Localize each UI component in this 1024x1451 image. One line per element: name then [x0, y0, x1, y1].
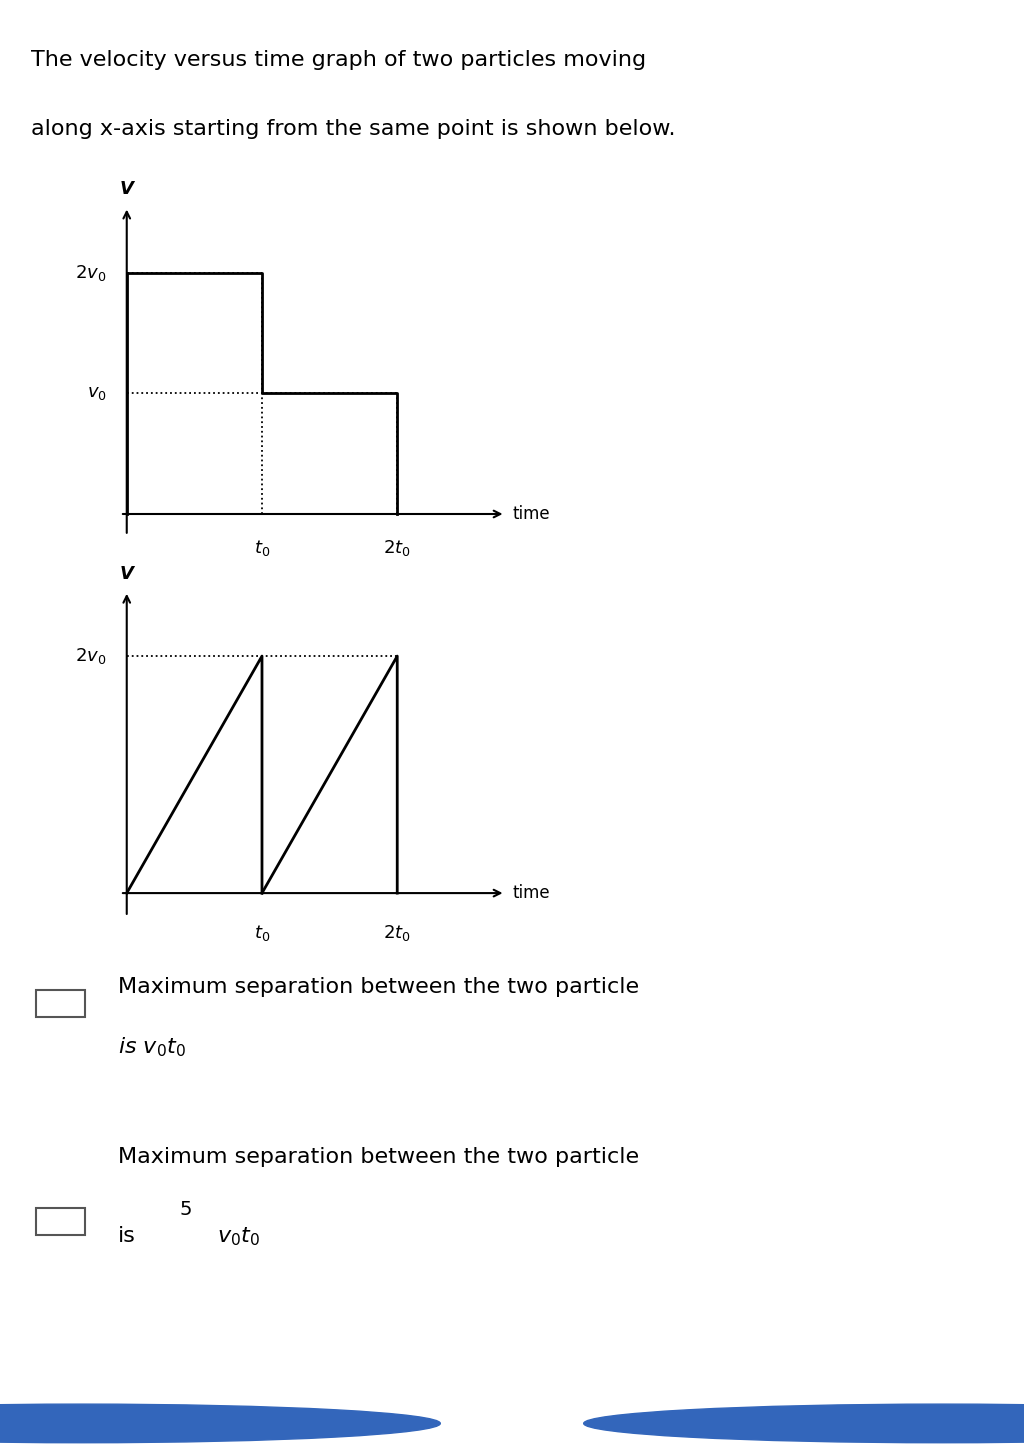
Text: $v_0 t_0$: $v_0 t_0$ [217, 1226, 260, 1248]
Text: $5$: $5$ [179, 1200, 191, 1219]
Text: is $v_0 t_0$: is $v_0 t_0$ [118, 1036, 185, 1059]
FancyBboxPatch shape [36, 990, 85, 1017]
Text: $2\it{t}_0$: $2\it{t}_0$ [383, 538, 411, 559]
Text: $2\it{t}_0$: $2\it{t}_0$ [383, 923, 411, 943]
Text: Maximum separation between the two particle: Maximum separation between the two parti… [118, 1146, 639, 1167]
Text: time: time [512, 505, 550, 522]
Text: $\it{t}_0$: $\it{t}_0$ [254, 538, 270, 559]
Text: V: V [120, 180, 134, 199]
Text: is: is [118, 1226, 135, 1246]
Circle shape [584, 1405, 1024, 1442]
Text: time: time [512, 884, 550, 903]
Text: The velocity versus time graph of two particles moving: The velocity versus time graph of two pa… [31, 51, 646, 71]
Text: $v_0$: $v_0$ [87, 385, 106, 402]
Text: $2v_0$: $2v_0$ [75, 646, 106, 666]
Text: $2v_0$: $2v_0$ [75, 263, 106, 283]
Text: $\it{t}_0$: $\it{t}_0$ [254, 923, 270, 943]
Text: V: V [120, 564, 134, 583]
Text: Maximum separation between the two particle: Maximum separation between the two parti… [118, 978, 639, 997]
Text: along x-axis starting from the same point is shown below.: along x-axis starting from the same poin… [31, 119, 675, 139]
Circle shape [0, 1405, 440, 1442]
FancyBboxPatch shape [36, 1209, 85, 1235]
